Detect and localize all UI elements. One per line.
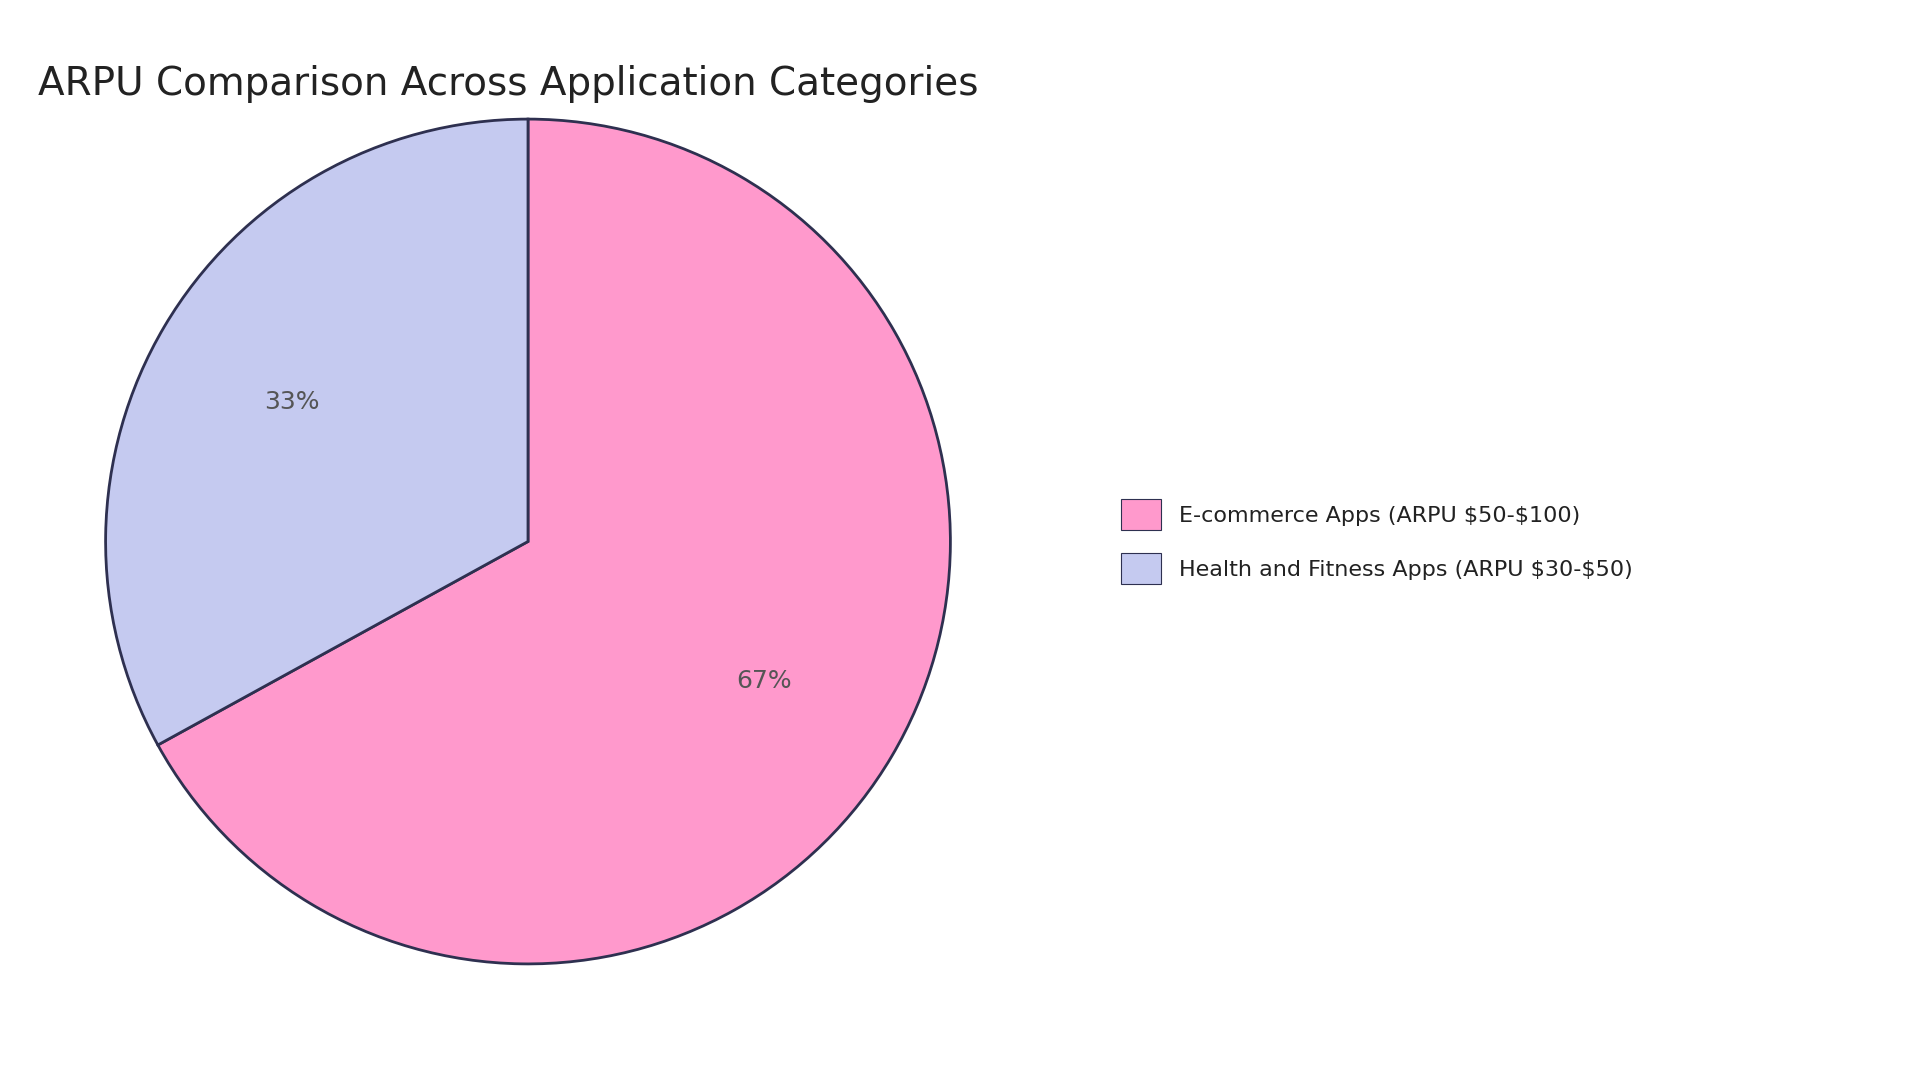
Legend: E-commerce Apps (ARPU \$50-\$100), Health and Fitness Apps (ARPU \$30-\$50): E-commerce Apps (ARPU \$50-\$100), Healt…	[1110, 487, 1644, 596]
Text: 67%: 67%	[737, 669, 793, 693]
Wedge shape	[157, 119, 950, 964]
Wedge shape	[106, 119, 528, 745]
Text: ARPU Comparison Across Application Categories: ARPU Comparison Across Application Categ…	[38, 65, 979, 103]
Text: 33%: 33%	[263, 390, 319, 414]
